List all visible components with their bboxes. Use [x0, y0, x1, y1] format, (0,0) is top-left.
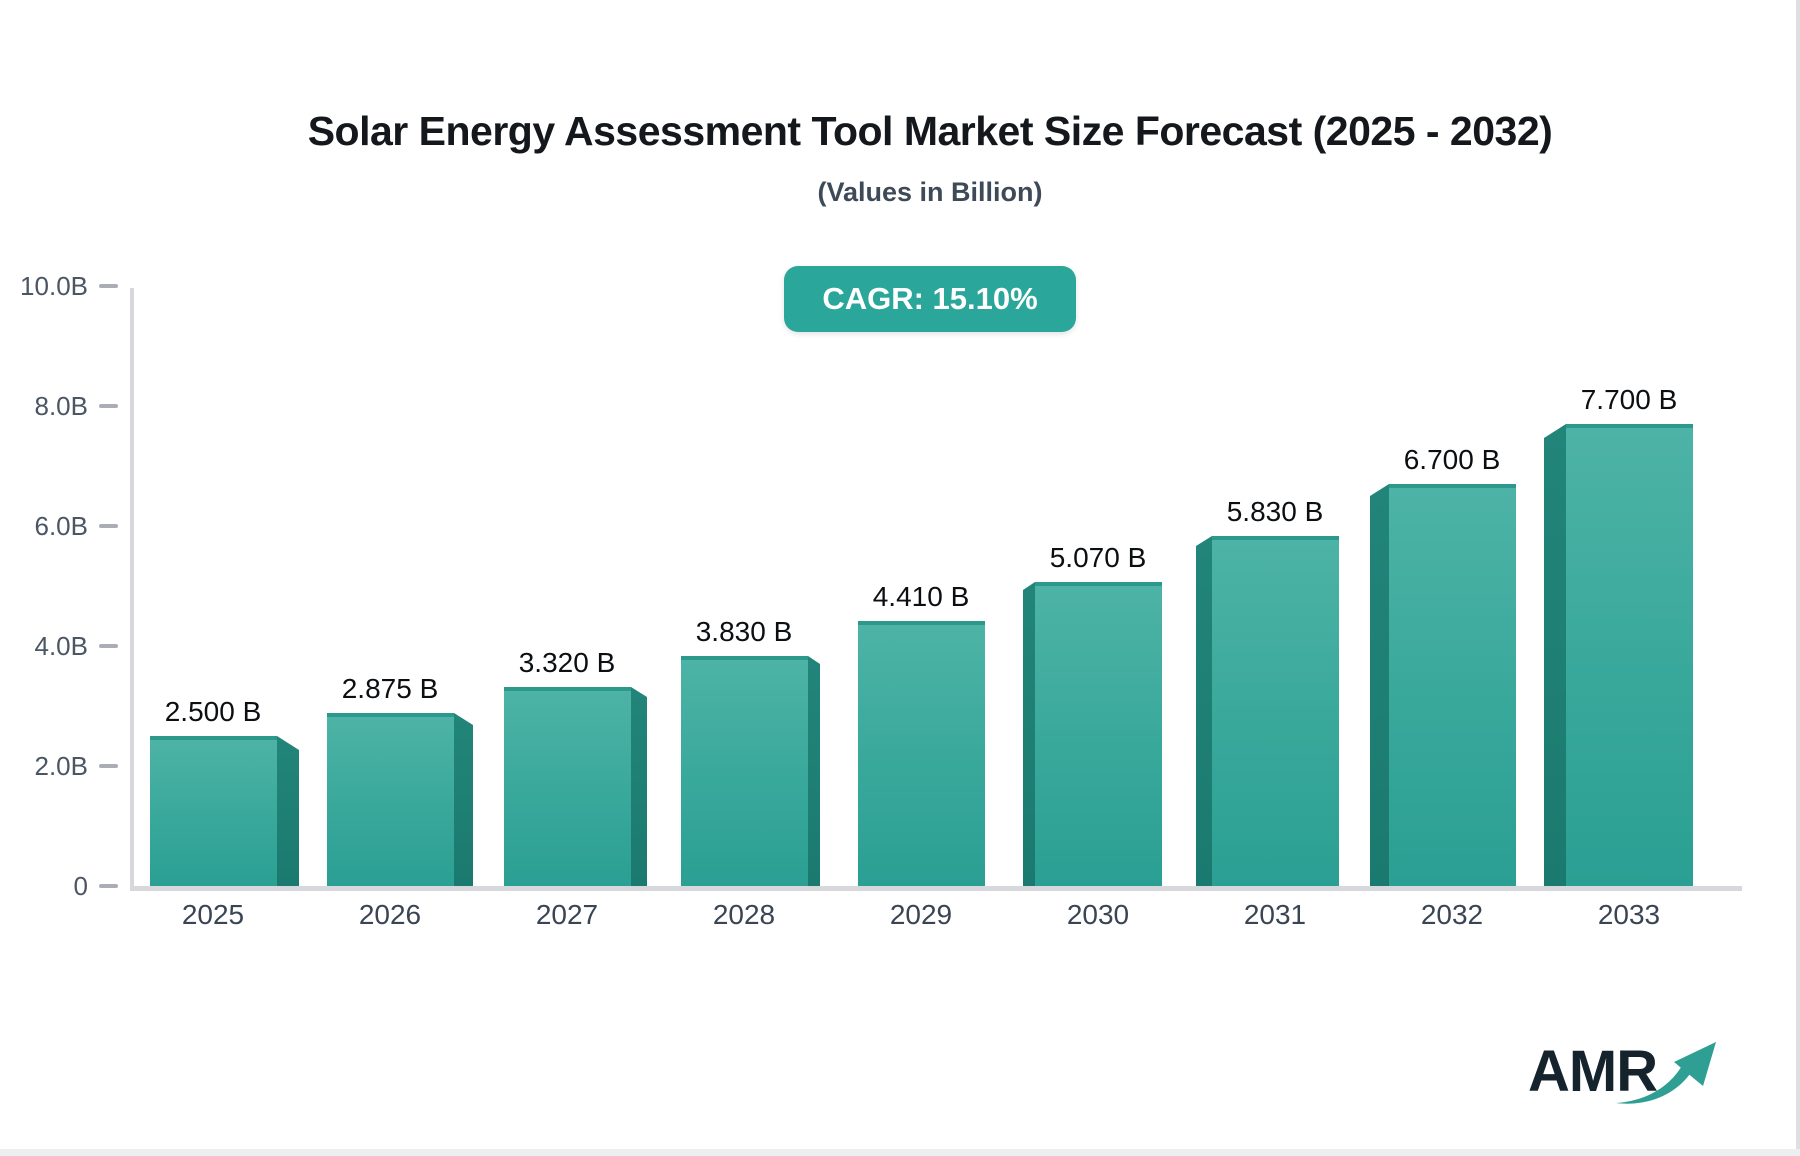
bar-face-2029	[858, 621, 985, 886]
bar-value-label: 5.070 B	[1049, 542, 1147, 573]
x-tick-label: 2025	[181, 899, 245, 930]
bar-face-2030	[1035, 582, 1162, 886]
y-tick	[99, 284, 118, 288]
bar-value-label: 3.320 B	[518, 647, 616, 678]
bar-face-2031	[1212, 536, 1339, 886]
x-tick-label: 2026	[358, 899, 422, 930]
x-tick-label: 2031	[1243, 899, 1307, 930]
bar-side	[631, 687, 647, 886]
bar-side	[1370, 484, 1389, 886]
bar-face-2025	[150, 736, 277, 886]
y-tick	[99, 764, 118, 768]
bar-side	[808, 656, 820, 886]
y-tick-label: 6.0B	[34, 511, 89, 541]
trend-up-arrow-icon	[1616, 1042, 1716, 1104]
y-tick-label: 4.0B	[34, 631, 89, 661]
y-tick	[99, 884, 118, 888]
chart-title: Solar Energy Assessment Tool Market Size…	[307, 108, 1553, 154]
amr-logo-text: AMR	[1528, 1039, 1658, 1104]
bar-face-2026	[327, 713, 454, 886]
x-axis-line	[130, 886, 1742, 891]
bar-value-label: 3.830 B	[695, 616, 793, 647]
page-edge-bottom	[0, 1149, 1800, 1156]
bar-value-label: 2.875 B	[341, 673, 439, 704]
y-tick-label: 10.0B	[20, 271, 88, 301]
x-tick-label: 2029	[889, 899, 953, 930]
x-tick-label: 2033	[1597, 899, 1661, 930]
chart-subtitle: (Values in Billion)	[817, 177, 1043, 207]
bar-face-2033	[1566, 424, 1693, 886]
y-tick	[99, 644, 118, 648]
bar-value-label: 4.410 B	[872, 581, 970, 612]
bar-value-label: 2.500 B	[164, 696, 262, 727]
bar-value-label: 6.700 B	[1403, 444, 1501, 475]
cagr-badge: CAGR: 15.10%	[784, 266, 1076, 332]
y-axis-line	[130, 288, 134, 889]
page-edge-right	[1796, 0, 1800, 1156]
x-tick-label: 2028	[712, 899, 776, 930]
bar-side	[454, 713, 473, 886]
amr-logo: AMR	[1528, 1038, 1728, 1122]
bar-face-2028	[681, 656, 808, 886]
bar-value-label: 5.830 B	[1226, 496, 1324, 527]
y-tick-label: 2.0B	[34, 751, 89, 781]
x-tick-label: 2027	[535, 899, 599, 930]
bar-value-label: 7.700 B	[1580, 384, 1678, 415]
bar-side	[277, 736, 299, 886]
bar-side	[1544, 424, 1566, 886]
bar-face-2027	[504, 687, 631, 886]
x-tick-label: 2032	[1420, 899, 1484, 930]
x-tick-label: 2030	[1066, 899, 1130, 930]
bar-side	[1023, 582, 1035, 886]
y-tick-label: 8.0B	[34, 391, 89, 421]
y-tick	[99, 404, 118, 408]
y-tick	[99, 524, 118, 528]
y-tick-label: 0	[73, 871, 88, 901]
bar-side	[1196, 536, 1212, 886]
chart-header: Solar Energy Assessment Tool Market Size…	[70, 0, 1790, 332]
bar-face-2032	[1389, 484, 1516, 886]
